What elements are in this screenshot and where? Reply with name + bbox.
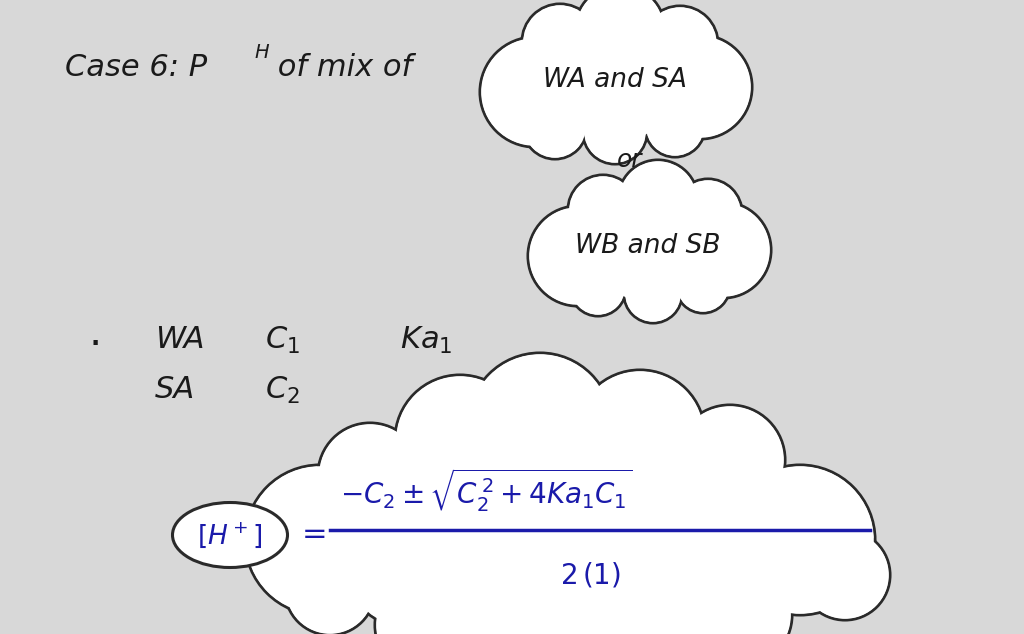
Circle shape xyxy=(318,423,422,527)
Circle shape xyxy=(675,405,785,515)
Circle shape xyxy=(375,570,485,634)
Circle shape xyxy=(801,531,889,619)
Circle shape xyxy=(570,260,626,316)
Text: $Ka_1$: $Ka_1$ xyxy=(400,325,453,356)
Circle shape xyxy=(626,266,681,322)
Circle shape xyxy=(245,465,395,615)
Circle shape xyxy=(675,180,740,246)
Circle shape xyxy=(584,573,696,634)
Circle shape xyxy=(583,100,647,164)
Circle shape xyxy=(726,466,873,614)
Text: $2\,(1)$: $2\,(1)$ xyxy=(560,560,621,590)
Text: SA: SA xyxy=(155,375,196,404)
Text: $C_1$: $C_1$ xyxy=(265,325,300,356)
Circle shape xyxy=(396,376,524,504)
Circle shape xyxy=(430,395,690,634)
Circle shape xyxy=(676,406,783,514)
Circle shape xyxy=(575,0,665,75)
Circle shape xyxy=(688,563,792,634)
Circle shape xyxy=(675,202,771,298)
Text: WA: WA xyxy=(155,325,205,354)
Circle shape xyxy=(331,436,528,634)
Text: ·: · xyxy=(88,324,101,366)
Circle shape xyxy=(471,576,589,634)
Circle shape xyxy=(395,375,525,505)
Circle shape xyxy=(577,372,703,499)
Circle shape xyxy=(585,101,646,163)
Text: WB and SB: WB and SB xyxy=(575,233,721,259)
Text: $-C_2 \pm \sqrt{C_2^{\,2} + 4Ka_1C_1}$: $-C_2 \pm \sqrt{C_2^{\,2} + 4Ka_1C_1}$ xyxy=(340,466,633,514)
Text: Case 6: P: Case 6: P xyxy=(65,53,207,82)
Circle shape xyxy=(618,160,698,240)
Circle shape xyxy=(553,20,677,144)
Circle shape xyxy=(591,436,788,634)
Circle shape xyxy=(689,564,791,634)
Circle shape xyxy=(470,575,590,634)
Text: WA and SA: WA and SA xyxy=(543,67,687,93)
Text: H: H xyxy=(254,42,268,61)
Text: $[H^+]$: $[H^+]$ xyxy=(198,521,263,550)
Ellipse shape xyxy=(172,503,288,567)
Circle shape xyxy=(591,189,705,303)
Circle shape xyxy=(319,424,421,526)
Circle shape xyxy=(480,37,590,147)
Text: or: or xyxy=(617,148,643,172)
Text: $C_2$: $C_2$ xyxy=(265,375,300,406)
Circle shape xyxy=(523,95,587,159)
Circle shape xyxy=(469,354,610,496)
Circle shape xyxy=(620,161,696,239)
Circle shape xyxy=(642,6,718,82)
Circle shape xyxy=(287,547,374,634)
Circle shape xyxy=(676,204,770,297)
Circle shape xyxy=(590,435,790,634)
Circle shape xyxy=(571,261,625,315)
Circle shape xyxy=(468,353,612,497)
Circle shape xyxy=(431,396,689,634)
Circle shape xyxy=(676,259,730,313)
Circle shape xyxy=(577,0,664,74)
Circle shape xyxy=(568,175,638,245)
Circle shape xyxy=(529,207,627,305)
Text: =: = xyxy=(302,521,328,550)
Circle shape xyxy=(649,36,751,138)
Circle shape xyxy=(645,97,705,157)
Circle shape xyxy=(582,572,698,634)
Circle shape xyxy=(569,176,637,244)
Circle shape xyxy=(481,38,589,146)
Circle shape xyxy=(592,190,703,302)
Circle shape xyxy=(624,265,682,323)
Circle shape xyxy=(677,260,729,312)
Circle shape xyxy=(648,35,752,139)
Circle shape xyxy=(523,5,597,79)
Circle shape xyxy=(725,465,874,615)
Circle shape xyxy=(246,466,394,614)
Text: of mix of: of mix of xyxy=(268,53,413,82)
Circle shape xyxy=(674,179,742,247)
Circle shape xyxy=(646,98,703,156)
Circle shape xyxy=(800,530,890,620)
Circle shape xyxy=(554,21,676,143)
Circle shape xyxy=(522,4,598,80)
Circle shape xyxy=(528,206,628,306)
Circle shape xyxy=(376,571,483,634)
Circle shape xyxy=(575,370,705,500)
Circle shape xyxy=(285,545,375,634)
Circle shape xyxy=(330,435,530,634)
Circle shape xyxy=(524,96,586,158)
Circle shape xyxy=(643,7,717,81)
